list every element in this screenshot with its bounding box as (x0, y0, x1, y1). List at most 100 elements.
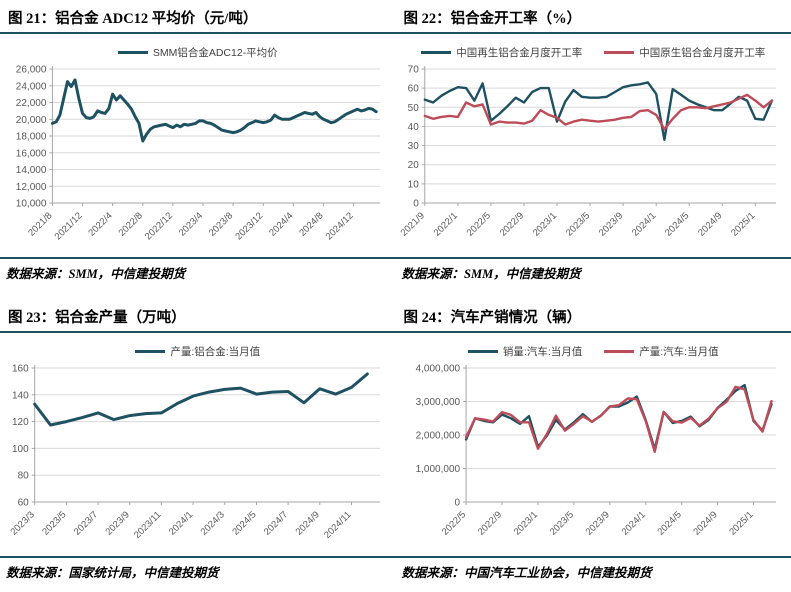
legend-item: 中国原生铝合金月度开工率 (604, 45, 765, 60)
y-tick-label: 18,000 (16, 132, 47, 143)
charts-row-top: SMM铝合金ADC12-平均价 10,000 12,000 14,000 16,000… (0, 34, 791, 257)
legend-item: SMM铝合金ADC12-平均价 (117, 45, 278, 60)
legend-item: 中国再生铝合金月度开工率 (421, 45, 582, 60)
x-tick-label: 2024/1 (630, 210, 658, 238)
y-tick-label: 16,000 (16, 148, 47, 159)
row-gap (0, 285, 791, 299)
legend-label: 中国原生铝合金月度开工率 (639, 46, 766, 59)
charts-row-bottom: 产量:铝合金:当月值 60 80 100 120 140 160 2023/3 2023/5 2… (0, 333, 791, 556)
y-tick-label: 60 (407, 84, 419, 95)
y-tick-label: 24,000 (16, 81, 47, 92)
chart21-plot: 10,000 12,000 14,000 16,000 18,000 20,000 22,0… (16, 65, 381, 242)
y-tick-label: 50 (407, 103, 419, 114)
x-tick-label: 2022/4 (87, 210, 115, 238)
x-tick-label: 2024/1 (167, 509, 195, 537)
y-tick-label: 30 (407, 141, 419, 152)
title-row-top: 图 21：铝合金 ADC12 平均价（元/吨） 图 22：铝合金开工率（%） (0, 0, 791, 34)
x-tick-label: 2024/5 (655, 509, 683, 537)
legend-swatch (117, 50, 148, 54)
y-tick-label: 40 (407, 122, 419, 133)
y-tick-label: 3,000,000 (415, 397, 460, 408)
x-tick-label: 2022/9 (476, 509, 504, 537)
x-tick-label: 2023/1 (531, 210, 559, 238)
y-tick-label: 4,000,000 (415, 364, 460, 375)
title-row-bottom: 图 23：铝合金产量（万吨） 图 24：汽车产销情况（辆） (0, 299, 791, 333)
y-tick-label: 140 (12, 390, 29, 401)
source-row-top: 数据来源：SMM，中信建投期货 数据来源：SMM，中信建投期货 (0, 259, 791, 285)
legend-item: 销量:汽车:当月值 (467, 344, 583, 359)
legend-label: 销量:汽车:当月值 (502, 345, 583, 358)
y-tick-label: 160 (12, 364, 29, 375)
legend-item: 产量:汽车:当月值 (604, 344, 719, 359)
chart22-title: 图 22：铝合金开工率（%） (403, 11, 582, 27)
x-tick-label: 2023/8 (207, 210, 235, 238)
chart23-plot: 60 80 100 120 140 160 2023/3 2023/5 2023/7 2023/9… (9, 364, 381, 541)
chart23-panel: 产量:铝合金:当月值 60 80 100 120 140 160 2023/3 2023/5 2… (0, 333, 396, 556)
x-tick-label: 2023/1 (512, 509, 540, 537)
x-tick-label: 2024/3 (199, 509, 227, 537)
legend-swatch (467, 349, 498, 353)
x-tick-label: 2024/12 (324, 210, 356, 242)
legend-item: 产量:铝合金:当月值 (135, 344, 260, 359)
x-tick-label: 2024/11 (322, 509, 354, 541)
x-tick-label: 2023/9 (597, 210, 625, 238)
x-tick-label: 2022/12 (143, 210, 175, 242)
x-tick-label: 2024/7 (262, 509, 290, 537)
y-tick-label: 80 (18, 471, 30, 482)
chart21-legend: SMM铝合金ADC12-平均价 (0, 43, 396, 61)
chart24-legend: 销量:汽车:当月值 产量:汽车:当月值 (396, 342, 791, 360)
y-tick-label: 60 (18, 498, 30, 509)
x-tick-label: 2021/12 (53, 210, 85, 242)
y-tick-label: 0 (454, 498, 460, 509)
series-line (33, 372, 370, 427)
figure-block-top: 图 21：铝合金 ADC12 平均价（元/吨） 图 22：铝合金开工率（%） S… (0, 0, 791, 285)
chart22-legend: 中国再生铝合金月度开工率 中国原生铝合金月度开工率 (396, 43, 791, 61)
legend-label: 中国再生铝合金月度开工率 (456, 46, 583, 59)
x-tick-label: 2024/9 (691, 509, 719, 537)
legend-swatch (421, 50, 452, 54)
y-tick-label: 120 (12, 417, 29, 428)
x-tick-label: 2024/4 (267, 210, 295, 238)
chart23-title: 图 23：铝合金产量（万吨） (8, 310, 186, 326)
x-tick-label: 2022/8 (117, 210, 145, 238)
x-tick-label: 2022/1 (431, 210, 459, 238)
x-tick-label: 2023/12 (234, 210, 266, 242)
chart23-legend: 产量:铝合金:当月值 (0, 342, 396, 360)
legend-label: SMM铝合金ADC12-平均价 (152, 46, 278, 59)
y-tick-label: 2,000,000 (415, 431, 460, 442)
x-tick-label: 2024/5 (231, 509, 259, 537)
x-tick-label: 2023/5 (547, 509, 575, 537)
x-tick-label: 2023/5 (564, 210, 592, 238)
x-tick-label: 2023/7 (72, 509, 100, 537)
x-tick-label: 2024/9 (294, 509, 322, 537)
chart24-title: 图 24：汽车产销情况（辆） (403, 310, 582, 326)
legend-label: 产量:铝合金:当月值 (170, 345, 261, 358)
series-line (51, 78, 378, 143)
x-tick-label: 2022/5 (440, 509, 468, 537)
x-tick-label: 2023/4 (177, 210, 205, 238)
x-tick-label: 2023/11 (132, 509, 164, 541)
divider-rule (0, 257, 791, 259)
chart21-panel: SMM铝合金ADC12-平均价 10,000 12,000 14,000 16,000… (0, 34, 396, 257)
y-tick-label: 20 (407, 160, 419, 171)
x-tick-label: 2023/9 (104, 509, 132, 537)
chart24-panel: 销量:汽车:当月值 产量:汽车:当月值 0 1,000,000 2,000,000 3,… (396, 333, 791, 556)
chart23-source: 数据来源：国家统计局，中信建投期货 (6, 566, 219, 580)
legend-swatch (135, 349, 166, 353)
chart24-plot: 0 1,000,000 2,000,000 3,000,000 4,000,000 202… (415, 364, 776, 538)
x-tick-label: 2023/3 (9, 509, 37, 537)
source-row-bottom: 数据来源：国家统计局，中信建投期货 数据来源：中国汽车工业协会，中信建投期货 (0, 558, 791, 584)
chart22-source: 数据来源：SMM，中信建投期货 (401, 267, 581, 281)
x-tick-label: 2022/5 (464, 210, 492, 238)
chart21-source: 数据来源：SMM，中信建投期货 (6, 267, 186, 281)
divider-rule (0, 556, 791, 558)
legend-swatch (604, 349, 635, 353)
y-tick-label: 70 (407, 65, 419, 76)
legend-swatch (604, 50, 635, 54)
y-tick-label: 10 (407, 179, 419, 190)
y-tick-label: 20,000 (16, 115, 47, 126)
x-tick-label: 2021/8 (26, 210, 54, 238)
x-tick-label: 2024/5 (663, 210, 691, 238)
y-tick-label: 100 (12, 444, 29, 455)
